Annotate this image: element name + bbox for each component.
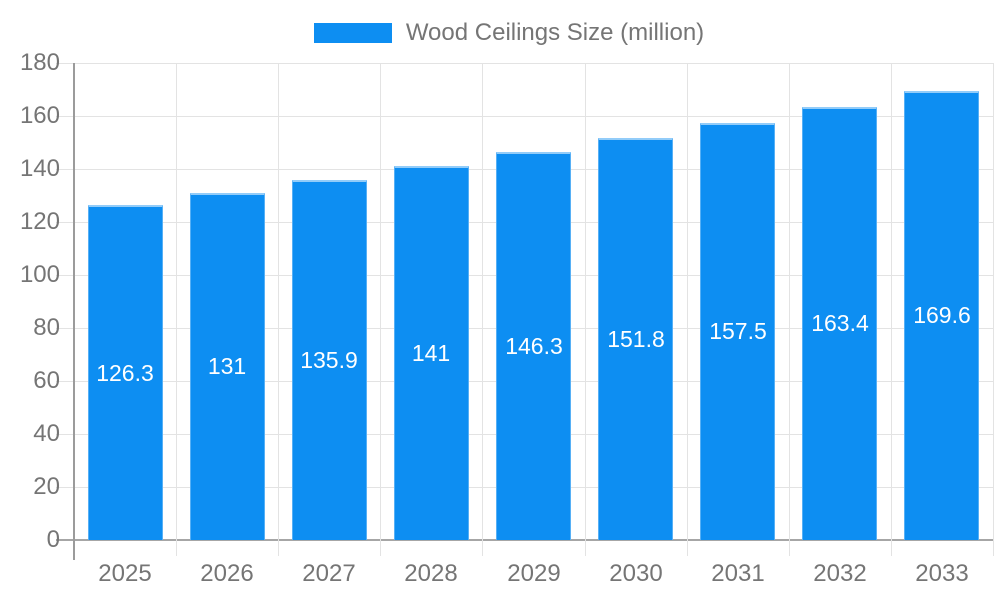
bar-value-label: 141 bbox=[411, 340, 451, 366]
bar[interactable] bbox=[496, 152, 571, 540]
bar[interactable] bbox=[292, 179, 367, 540]
x-axis-tick-label: 2028 bbox=[404, 560, 458, 587]
x-axis-tick-label: 2032 bbox=[813, 560, 867, 587]
gridline-vertical bbox=[278, 63, 279, 556]
bar-value-label: 126.3 bbox=[96, 360, 154, 386]
gridline-vertical bbox=[482, 63, 483, 556]
y-axis-tick-label: 180 bbox=[19, 49, 60, 76]
gridline-vertical bbox=[687, 63, 688, 556]
x-axis-tick-label: 2033 bbox=[915, 560, 969, 587]
y-axis-line bbox=[73, 63, 75, 560]
gridline-vertical bbox=[585, 63, 586, 556]
gridline-vertical bbox=[380, 63, 381, 556]
y-axis-tick-label: 20 bbox=[33, 473, 60, 500]
y-axis-tick-label: 100 bbox=[19, 261, 60, 288]
x-axis-tick-label: 2027 bbox=[302, 560, 356, 587]
gridline-horizontal bbox=[56, 63, 993, 64]
x-axis-baseline bbox=[56, 539, 993, 541]
bar[interactable] bbox=[802, 107, 877, 540]
bar-value-label: 163.4 bbox=[811, 310, 869, 336]
legend[interactable]: Wood Ceilings Size (million) bbox=[9, 17, 1000, 49]
y-axis-tick-label: 60 bbox=[33, 367, 60, 394]
bar-value-label: 135.9 bbox=[300, 347, 358, 373]
legend-label: Wood Ceilings Size (million) bbox=[405, 19, 705, 46]
bar[interactable] bbox=[88, 205, 163, 540]
y-axis-tick-label: 0 bbox=[46, 526, 60, 553]
y-axis-tick-label: 120 bbox=[19, 208, 60, 235]
y-axis-tick-label: 40 bbox=[33, 420, 60, 447]
bar-value-label: 146.3 bbox=[505, 333, 563, 359]
gridline-vertical bbox=[789, 63, 790, 556]
bar-value-label: 131 bbox=[207, 353, 247, 379]
y-axis-tick-label: 140 bbox=[19, 155, 60, 182]
gridline-vertical bbox=[993, 63, 994, 556]
bar[interactable] bbox=[190, 192, 265, 540]
y-axis-tick-label: 160 bbox=[19, 102, 60, 129]
x-axis-tick-label: 2026 bbox=[200, 560, 254, 587]
legend-swatch bbox=[313, 23, 392, 43]
y-axis-tick-label: 80 bbox=[33, 314, 60, 341]
bar-value-label: 157.5 bbox=[709, 318, 767, 344]
bar[interactable] bbox=[394, 166, 469, 540]
bar[interactable] bbox=[598, 137, 673, 540]
x-axis-tick-label: 2031 bbox=[711, 560, 765, 587]
gridline-horizontal bbox=[56, 116, 993, 117]
bar-value-label: 151.8 bbox=[607, 326, 665, 352]
bar[interactable] bbox=[904, 90, 979, 540]
x-axis-tick-label: 2030 bbox=[609, 560, 663, 587]
gridline-vertical bbox=[176, 63, 177, 556]
bar-value-label: 169.6 bbox=[913, 302, 971, 328]
x-axis-tick-label: 2025 bbox=[98, 560, 152, 587]
bar[interactable] bbox=[700, 122, 775, 540]
x-axis-tick-label: 2029 bbox=[507, 560, 561, 587]
gridline-vertical bbox=[891, 63, 892, 556]
